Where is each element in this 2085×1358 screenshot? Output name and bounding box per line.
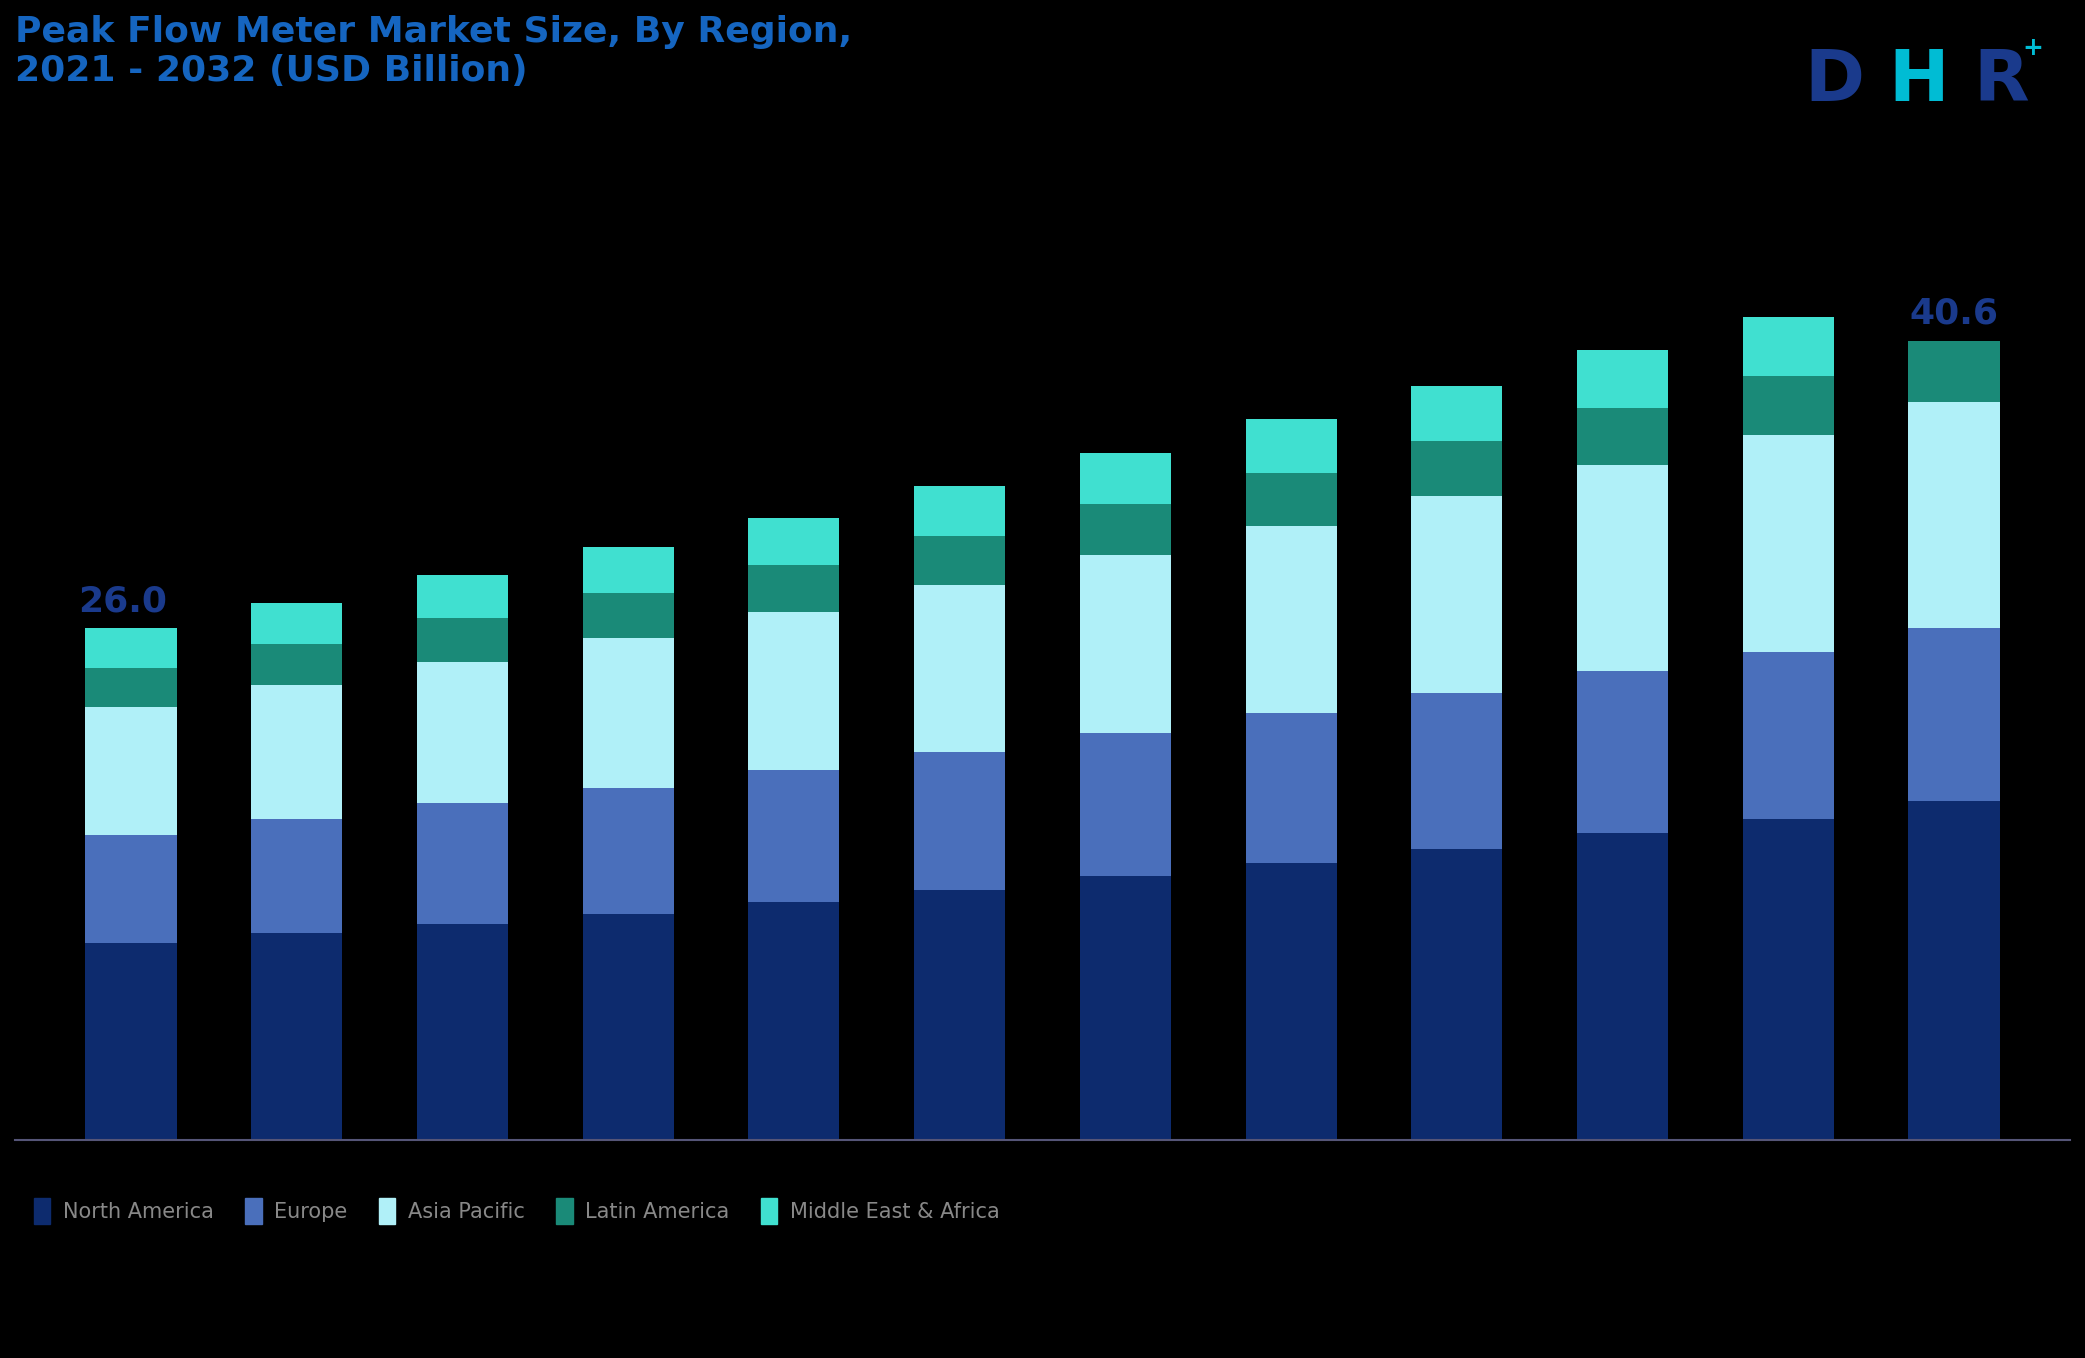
Bar — [1080, 732, 1172, 876]
Bar — [1576, 407, 1668, 464]
Bar — [749, 612, 840, 770]
Bar — [582, 788, 673, 914]
Bar — [250, 603, 342, 644]
Bar — [1245, 862, 1336, 1141]
Bar — [250, 686, 342, 819]
Bar — [913, 889, 1005, 1141]
Bar — [1908, 629, 2000, 801]
Bar — [913, 585, 1005, 752]
Bar — [417, 574, 509, 618]
Text: 40.6: 40.6 — [1910, 297, 2000, 331]
Bar — [1245, 526, 1336, 713]
Bar — [1743, 316, 1835, 376]
Bar — [417, 618, 509, 661]
Bar — [582, 547, 673, 592]
Bar — [1080, 452, 1172, 504]
Text: R: R — [1974, 48, 2029, 115]
Bar — [85, 668, 177, 708]
Bar — [1576, 832, 1668, 1141]
Bar — [1245, 713, 1336, 862]
Bar — [1743, 652, 1835, 819]
Bar — [417, 804, 509, 923]
Bar — [1743, 376, 1835, 435]
Bar — [913, 535, 1005, 585]
Bar — [582, 592, 673, 638]
Bar — [1080, 555, 1172, 732]
Bar — [1245, 473, 1336, 526]
Bar — [85, 629, 177, 668]
Bar — [1576, 350, 1668, 407]
Bar — [250, 644, 342, 686]
Bar — [1412, 441, 1503, 496]
Bar — [250, 819, 342, 933]
Bar — [582, 914, 673, 1141]
Bar — [1743, 435, 1835, 652]
Bar — [749, 517, 840, 565]
Legend: North America, Europe, Asia Pacific, Latin America, Middle East & Africa: North America, Europe, Asia Pacific, Lat… — [25, 1190, 1007, 1232]
Bar — [1908, 801, 2000, 1141]
Bar — [1080, 504, 1172, 555]
Bar — [1080, 876, 1172, 1141]
Bar — [1908, 341, 2000, 402]
Bar — [1576, 464, 1668, 671]
Bar — [1412, 693, 1503, 849]
Text: 26.0: 26.0 — [79, 584, 167, 618]
Bar — [1412, 386, 1503, 441]
Text: +: + — [2022, 35, 2043, 60]
Bar — [913, 486, 1005, 535]
Bar — [250, 933, 342, 1141]
Bar — [1412, 849, 1503, 1141]
Bar — [1576, 671, 1668, 832]
Text: D: D — [1806, 48, 1864, 115]
Bar — [1743, 819, 1835, 1141]
Bar — [417, 661, 509, 804]
Bar — [749, 565, 840, 612]
Bar — [1412, 496, 1503, 693]
Bar — [749, 770, 840, 902]
Bar — [1245, 420, 1336, 473]
Bar — [85, 708, 177, 835]
Bar — [85, 944, 177, 1141]
Bar — [749, 902, 840, 1141]
Bar — [1908, 402, 2000, 629]
Bar — [582, 638, 673, 788]
Bar — [417, 923, 509, 1141]
Bar — [913, 752, 1005, 889]
Text: H: H — [1887, 48, 1949, 115]
Bar — [85, 835, 177, 944]
Text: Peak Flow Meter Market Size, By Region,
2021 - 2032 (USD Billion): Peak Flow Meter Market Size, By Region, … — [15, 15, 853, 88]
